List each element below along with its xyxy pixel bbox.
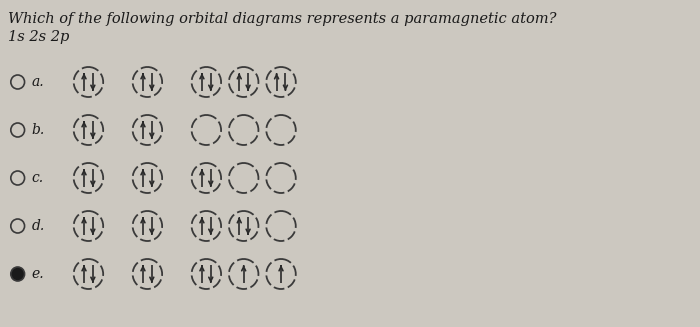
Text: Which of the following orbital diagrams represents a paramagnetic atom?: Which of the following orbital diagrams …	[8, 12, 557, 26]
Text: b.: b.	[32, 123, 45, 137]
Text: d.: d.	[32, 219, 45, 233]
Circle shape	[10, 267, 25, 281]
Text: c.: c.	[32, 171, 43, 185]
Text: e.: e.	[32, 267, 44, 281]
Circle shape	[14, 270, 21, 278]
Text: a.: a.	[32, 75, 44, 89]
Text: 1s 2s 2p: 1s 2s 2p	[8, 30, 69, 44]
